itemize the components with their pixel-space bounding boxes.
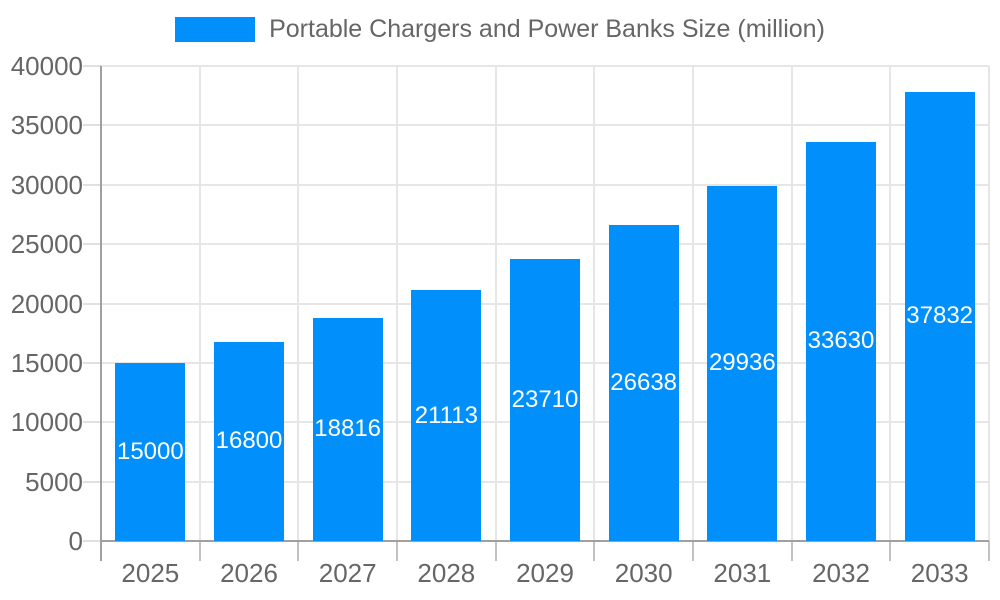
y-axis-label: 30000 (10, 169, 83, 200)
y-axis-tick (83, 302, 101, 305)
bar-2033[interactable] (904, 91, 975, 541)
x-axis-label: 2026 (220, 558, 278, 588)
x-axis-label: 2032 (812, 558, 870, 588)
bar-value-label: 37832 (906, 302, 974, 330)
x-axis-tick (889, 541, 892, 561)
y-axis-tick (83, 124, 101, 127)
x-gridline (988, 66, 990, 541)
bar-2029[interactable] (510, 259, 580, 541)
y-axis-label: 0 (68, 526, 83, 556)
x-axis-tick (396, 541, 398, 561)
x-axis-label: 2033 (910, 558, 969, 588)
x-axis-tick (593, 541, 596, 561)
y-axis-label: 5000 (25, 466, 83, 497)
y-axis-label: 40000 (10, 51, 83, 81)
y-axis-label: 35000 (10, 110, 83, 141)
y-gridline (101, 183, 989, 186)
bar-value-label: 33630 (807, 327, 875, 355)
x-axis-label: 2025 (121, 558, 180, 588)
bar-2025[interactable] (115, 362, 186, 541)
legend-label: Portable Chargers and Power Banks Size (… (269, 15, 825, 43)
bar-2028[interactable] (411, 290, 482, 541)
bar-value-label: 21113 (414, 401, 478, 429)
y-axis-tick (83, 183, 101, 186)
x-axis-tick (198, 541, 201, 561)
x-axis-label: 2029 (516, 558, 574, 588)
x-axis-label: 2031 (713, 558, 772, 588)
bar-2031[interactable] (707, 185, 778, 541)
bar-2030[interactable] (608, 224, 679, 541)
y-axis-tick (83, 480, 101, 483)
bar-2032[interactable] (806, 141, 876, 541)
bar-value-label: 23710 (511, 386, 579, 414)
y-axis-tick (83, 540, 101, 542)
bar-value-label: 15000 (116, 437, 184, 465)
bar-value-label: 26638 (610, 368, 678, 396)
bar-value-label: 18816 (314, 415, 382, 443)
x-axis-label: 2027 (318, 558, 377, 588)
y-axis-label: 15000 (10, 347, 83, 378)
x-gridline (494, 66, 497, 541)
y-axis-line (100, 66, 102, 561)
x-gridline (297, 66, 300, 541)
y-axis-tick (83, 421, 101, 424)
y-gridline (101, 243, 989, 246)
chart-legend[interactable]: Portable Chargers and Power Banks Size (… (0, 12, 1000, 46)
y-axis-tick (83, 361, 101, 364)
legend-marker-swatch (175, 16, 256, 42)
bar-value-label: 16800 (215, 427, 283, 455)
x-axis-tick (494, 541, 497, 561)
bar-value-label: 29936 (708, 349, 776, 377)
x-axis-line (101, 540, 989, 542)
y-gridline (101, 124, 989, 127)
y-axis-label: 25000 (10, 229, 83, 260)
x-axis-tick (790, 541, 793, 561)
x-axis-tick (297, 541, 300, 561)
x-axis-tick (988, 541, 990, 561)
plot-area: 0 5000 10000 15000 20000 25000 30000 35000 40000… (11, 53, 990, 587)
x-gridline (593, 66, 596, 541)
y-axis-label: 10000 (10, 407, 83, 438)
x-gridline (889, 66, 892, 541)
x-axis-tick (692, 541, 694, 561)
y-axis-tick (83, 243, 101, 246)
x-gridline (198, 66, 201, 541)
bar-2026[interactable] (214, 341, 284, 541)
x-axis-label: 2030 (614, 558, 673, 588)
x-gridline (396, 66, 398, 541)
y-axis-tick (83, 65, 101, 67)
y-axis-label: 20000 (10, 288, 83, 319)
x-gridline (692, 66, 694, 541)
x-axis-label: 2028 (417, 558, 476, 588)
x-gridline (790, 66, 793, 541)
bar-2027[interactable] (312, 317, 383, 541)
y-gridline (101, 65, 989, 67)
